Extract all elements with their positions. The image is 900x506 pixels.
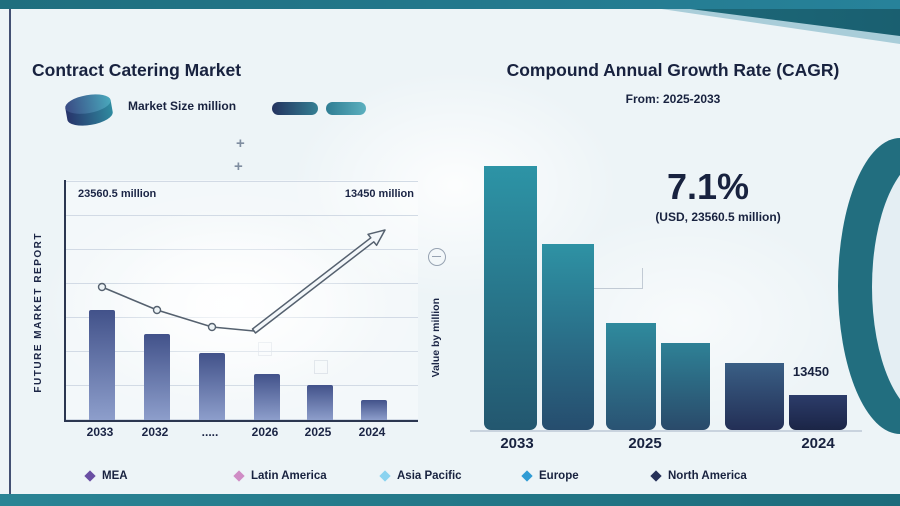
pill-deco-shape [326, 102, 366, 115]
market-size-bar-..... [199, 352, 225, 420]
side-watermark: FUTURE MARKET REPORT [33, 232, 44, 393]
cagr-bar-2033-2 [541, 244, 594, 430]
y-axis-label: Value by million [430, 298, 442, 378]
legend-label: MEA [102, 470, 128, 482]
pill-deco-shape [272, 102, 318, 115]
legend-label: North America [668, 470, 747, 482]
value-annotation-2024: 13450 million [344, 188, 414, 200]
left-border-line [9, 9, 11, 494]
legend-diamond-icon [521, 470, 533, 482]
right-x-labels: 2033 2025 2024 [470, 435, 862, 455]
x-axis-label: 2024 [801, 435, 835, 452]
bar-group-2024 [725, 140, 847, 430]
circle-deco-icon [428, 248, 446, 266]
market-size-bar-2033 [89, 309, 115, 420]
legend-item-asia-pacific: Asia Pacific [379, 470, 462, 482]
legend-label: Asia Pacific [397, 470, 462, 482]
market-size-chart-plot: 23560.5 million 13450 million [64, 180, 418, 422]
cagr-chart-plot: 13450 [470, 140, 862, 432]
step-deco-shape [592, 268, 643, 289]
market-size-label: Market Size million [128, 99, 237, 113]
plus-deco-icon: + [234, 158, 243, 175]
x-axis-label: ..... [201, 425, 219, 439]
market-size-cylinder-icon [62, 90, 116, 135]
x-axis-label: 2025 [304, 425, 332, 439]
cagr-bar-2025-1 [606, 322, 656, 430]
market-size-bar-2032 [144, 333, 170, 420]
cagr-bar-2033-1 [484, 166, 537, 430]
legend-diamond-icon [233, 470, 245, 482]
legend-item-europe: Europe [521, 470, 579, 482]
legend-label: Latin America [251, 470, 327, 482]
bar-group-2025 [606, 140, 710, 430]
market-size-bar-2024 [361, 399, 387, 420]
x-axis-label: 2024 [358, 425, 386, 439]
plus-deco-icon: + [236, 135, 245, 152]
page-title: Contract Catering Market [32, 60, 242, 80]
right-bars [470, 140, 862, 430]
x-axis-label: 2032 [141, 425, 169, 439]
top-border-strip [0, 0, 900, 9]
x-axis-label: 2026 [251, 425, 279, 439]
cagr-bar-2025-2 [660, 343, 710, 430]
cagr-title: Compound Annual Growth Rate (CAGR) [506, 60, 840, 80]
x-axis-label: 2025 [628, 435, 662, 452]
legend-diamond-icon [379, 470, 391, 482]
legend-item-mea: MEA [84, 470, 128, 482]
value-annotation-2033: 23560.5 million [78, 188, 157, 200]
legend-diamond-icon [650, 470, 662, 482]
cagr-bar-2024-2 [788, 395, 847, 430]
legend: MEA Latin America Asia Pacific Europe North … [0, 470, 900, 488]
legend-item-latin-america: Latin America [233, 470, 327, 482]
bar-annotation-13450: 13450 [792, 364, 830, 379]
left-bars [66, 180, 418, 420]
cagr-detail: (USD, 23560.5 million) [655, 210, 781, 224]
cagr-period: From: 2025-2033 [625, 92, 721, 106]
cagr-bar-2024-1 [725, 363, 784, 430]
legend-label: Europe [539, 470, 579, 482]
x-axis-label: 2033 [86, 425, 114, 439]
market-size-bar-2025 [307, 385, 333, 420]
legend-item-north-america: North America [650, 470, 747, 482]
x-axis-label: 2033 [500, 435, 534, 452]
trend-line-arrow [97, 229, 386, 334]
left-x-labels: 2033 2032..... 2026 2025 2024 [64, 425, 416, 443]
legend-diamond-icon [84, 470, 96, 482]
cagr-value: 7.1% [666, 166, 750, 207]
bar-group-2033 [484, 140, 594, 430]
bottom-border-strip [0, 494, 900, 506]
market-size-bar-2026 [254, 374, 280, 420]
